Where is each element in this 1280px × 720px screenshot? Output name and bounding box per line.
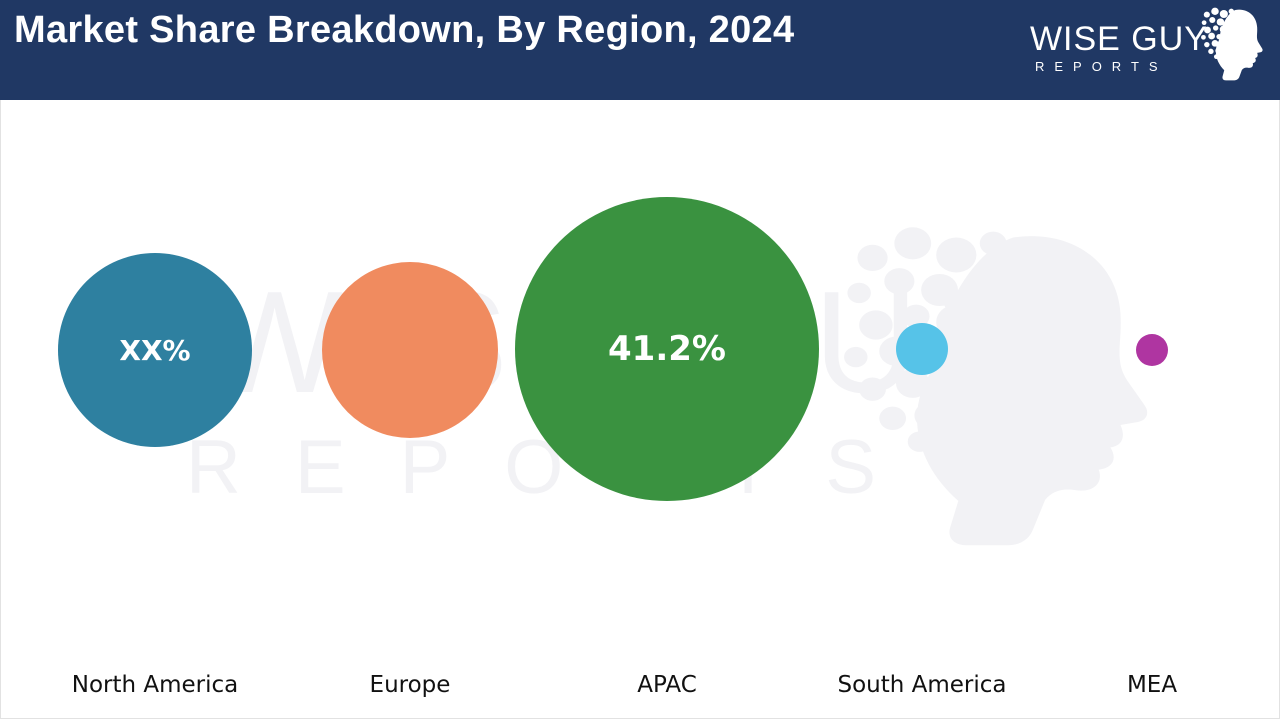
wiseguy-subtext: REPORTS: [1034, 59, 1168, 74]
category-label-north-america: North America: [71, 672, 239, 698]
bubble-chart: WISE GUY REPORTS XX% 41.2% North America…: [0, 100, 1280, 719]
category-label-south-america: South America: [837, 672, 1007, 698]
wiseguy-logo: WISE GUY REPORTS: [1030, 6, 1266, 86]
category-label-mea: MEA: [1126, 672, 1178, 698]
bubble-value-label: XX%: [119, 333, 191, 367]
bubble-south-america: [896, 323, 948, 375]
bubble-europe: [322, 262, 498, 438]
watermark-head-profile-dots-icon: [844, 227, 1148, 546]
bubble-value-label: 41.2%: [608, 329, 726, 369]
category-label-apac: APAC: [637, 672, 697, 698]
header-bar: Market Share Breakdown, By Region, 2024 …: [0, 0, 1280, 100]
wiseguy-logo-text: WISE GUY REPORTS: [1030, 22, 1208, 73]
category-label-europe: Europe: [369, 672, 451, 698]
bubble-mea: [1136, 334, 1168, 366]
wiseguy-wordmark: WISE GUY: [1029, 20, 1208, 58]
bubble-north-america: XX%: [58, 253, 252, 447]
page-title: Market Share Breakdown, By Region, 2024: [14, 9, 795, 51]
bubble-apac: 41.2%: [515, 197, 819, 501]
head-profile-dots-icon: [1201, 7, 1263, 81]
